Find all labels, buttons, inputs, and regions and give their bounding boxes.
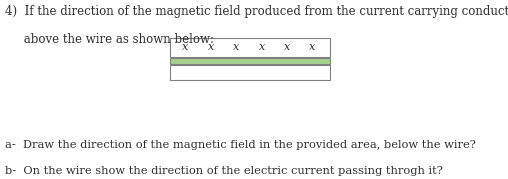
- Text: b-  On the wire show the direction of the electric current passing throgh it?: b- On the wire show the direction of the…: [5, 166, 443, 176]
- Text: 4)  If the direction of the magnetic field produced from the current carrying co: 4) If the direction of the magnetic fiel…: [5, 5, 508, 18]
- Text: above the wire as shown below:: above the wire as shown below:: [5, 33, 214, 46]
- Text: x: x: [208, 42, 214, 52]
- Text: a-  Draw the direction of the magnetic field in the provided area, below the wir: a- Draw the direction of the magnetic fi…: [5, 140, 476, 150]
- Text: x: x: [259, 42, 265, 52]
- Bar: [170, 65, 330, 80]
- Text: x: x: [284, 42, 290, 52]
- Bar: [170, 58, 330, 64]
- Text: x: x: [182, 42, 188, 52]
- Text: x: x: [309, 42, 315, 52]
- Bar: [170, 38, 330, 57]
- Text: x: x: [233, 42, 239, 52]
